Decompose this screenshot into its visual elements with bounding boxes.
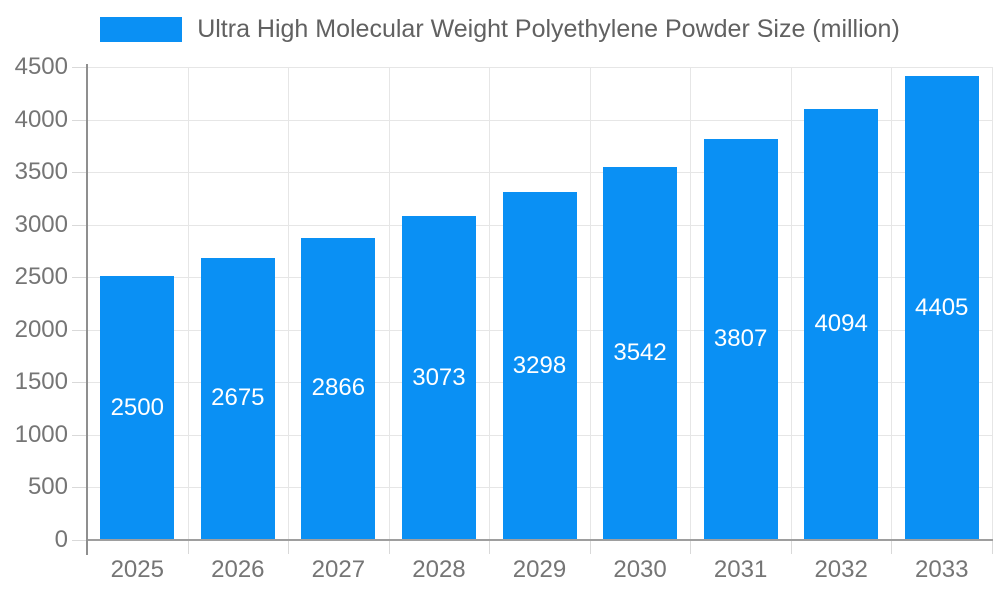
x-gridline: [891, 67, 893, 540]
y-tick-mark: [72, 277, 87, 279]
bar-2031[interactable]: 3807: [703, 138, 778, 539]
x-axis-label: 2029: [512, 556, 567, 583]
x-axis-label: 2032: [814, 556, 868, 583]
y-gridline: [87, 172, 992, 174]
y-gridline: [87, 67, 992, 68]
y-axis-label: 3500: [14, 158, 68, 186]
bar-value-label: 2500: [110, 393, 164, 421]
x-tick-mark: [690, 540, 692, 554]
y-tick-mark: [72, 329, 87, 331]
legend[interactable]: Ultra High Molecular Weight Polyethylene…: [0, 15, 1000, 44]
bar-value-label: 2675: [211, 384, 265, 412]
x-tick-mark: [388, 540, 390, 554]
y-axis-label: 4500: [14, 53, 68, 80]
x-tick-mark: [589, 540, 591, 554]
bar-2032[interactable]: 4094: [804, 108, 879, 539]
x-axis-label: 2027: [311, 556, 366, 583]
x-axis-line: [86, 539, 993, 541]
bar-value-label: 3298: [512, 351, 567, 379]
x-tick-mark: [187, 540, 189, 554]
x-gridline: [489, 67, 491, 540]
y-axis-label: 4000: [14, 105, 68, 133]
x-axis-label: 2031: [713, 556, 768, 583]
plot-area: 2500 2675 2866 3073 3298 3542 3807 4094 4405: [72, 64, 993, 555]
x-axis-label: 2030: [613, 556, 667, 583]
y-axis-line: [86, 64, 88, 555]
bar-2028[interactable]: 3073: [401, 216, 476, 539]
bar-value-label: 3073: [412, 363, 466, 391]
y-tick-mark: [72, 540, 87, 541]
y-axis-label: 2500: [14, 263, 68, 291]
bar-value-label: 4405: [915, 293, 969, 321]
x-axis-label: 2033: [915, 556, 969, 583]
y-tick-mark: [72, 224, 87, 226]
y-axis-label: 0: [54, 526, 68, 553]
y-axis-label: 2000: [14, 315, 68, 343]
y-tick-mark: [72, 487, 87, 489]
x-gridline: [790, 67, 792, 540]
x-gridline: [992, 67, 993, 540]
bar-value-label: 4094: [814, 309, 868, 337]
x-axis-label: 2025: [110, 556, 164, 583]
y-axis-label: 1000: [14, 420, 68, 448]
y-tick-mark: [72, 172, 87, 174]
x-gridline: [589, 67, 591, 540]
x-gridline: [187, 67, 189, 540]
x-gridline: [690, 67, 692, 540]
bar-2025[interactable]: 2500: [100, 276, 175, 539]
x-tick-mark: [288, 540, 290, 554]
bar-2030[interactable]: 3542: [603, 166, 678, 539]
y-axis-label: 500: [27, 473, 68, 501]
y-gridline: [87, 119, 992, 121]
bar-2026[interactable]: 2675: [200, 257, 275, 539]
y-tick-mark: [72, 119, 87, 121]
x-tick-mark: [790, 540, 792, 554]
x-gridline: [388, 67, 390, 540]
bar-2027[interactable]: 2866: [301, 237, 376, 539]
y-tick-mark: [72, 382, 87, 384]
x-axis-label: 2028: [412, 556, 466, 583]
bar-value-label: 2866: [311, 374, 366, 402]
x-axis-label: 2026: [211, 556, 265, 583]
y-axis-label: 3000: [14, 210, 68, 238]
x-tick-mark: [489, 540, 491, 554]
y-tick-mark: [72, 67, 87, 68]
legend-label: Ultra High Molecular Weight Polyethylene…: [197, 15, 900, 43]
bar-value-label: 3542: [613, 338, 667, 366]
bar-2029[interactable]: 3298: [502, 192, 577, 539]
y-tick-mark: [72, 434, 87, 436]
legend-swatch: [100, 17, 183, 42]
x-gridline: [288, 67, 290, 540]
x-tick-mark: [992, 540, 993, 554]
y-axis-label: 1500: [14, 368, 68, 396]
bar-2033[interactable]: 4405: [904, 76, 979, 539]
x-tick-mark: [891, 540, 893, 554]
bar-value-label: 3807: [713, 324, 768, 352]
